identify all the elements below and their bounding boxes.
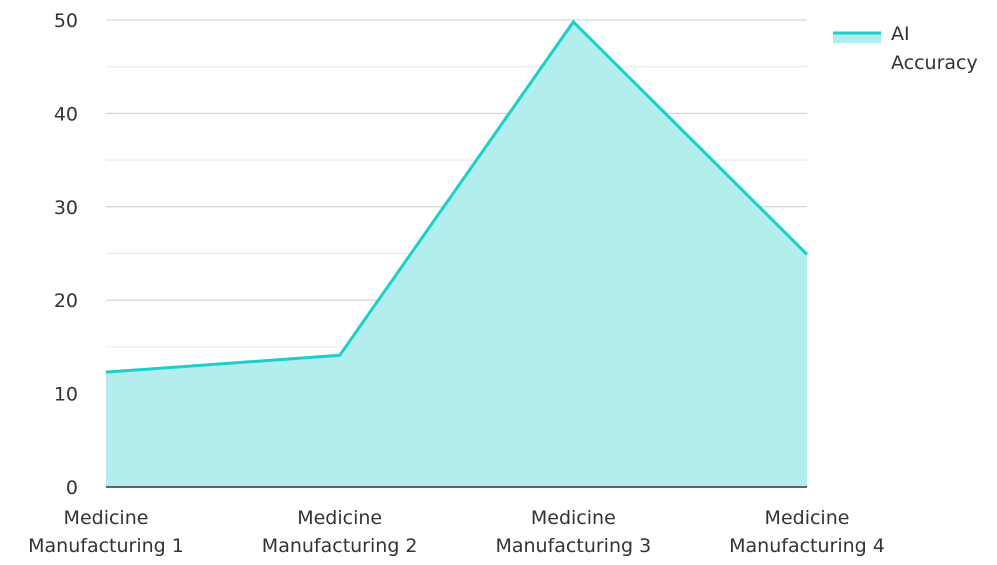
y-axis-tick-labels: 0 10 20 30 40 50 [54,10,78,499]
y-tick-label: 30 [54,197,78,219]
y-tick-label: 10 [54,384,78,406]
legend: AI Accuracy [833,23,978,74]
y-tick-label: 0 [66,477,78,499]
series-line-ai-accuracy [105,19,809,374]
legend-swatch-fill [833,33,881,43]
x-category-label: Medicine Manufacturing 4 [729,507,885,557]
plot-area [105,19,809,487]
x-category-label: Medicine Manufacturing 1 [28,507,184,557]
x-axis-tick-labels: Medicine Manufacturing 1 Medicine Manufactu… [28,507,885,557]
y-tick-label: 20 [54,290,78,312]
legend-label-ai-accuracy: AI Accuracy [891,23,978,74]
y-tick-label: 50 [54,10,78,32]
x-category-label: Medicine Manufacturing 3 [495,507,651,557]
y-tick-label: 40 [54,103,78,125]
x-category-label: Medicine Manufacturing 2 [262,507,418,557]
area-fill [106,21,807,487]
